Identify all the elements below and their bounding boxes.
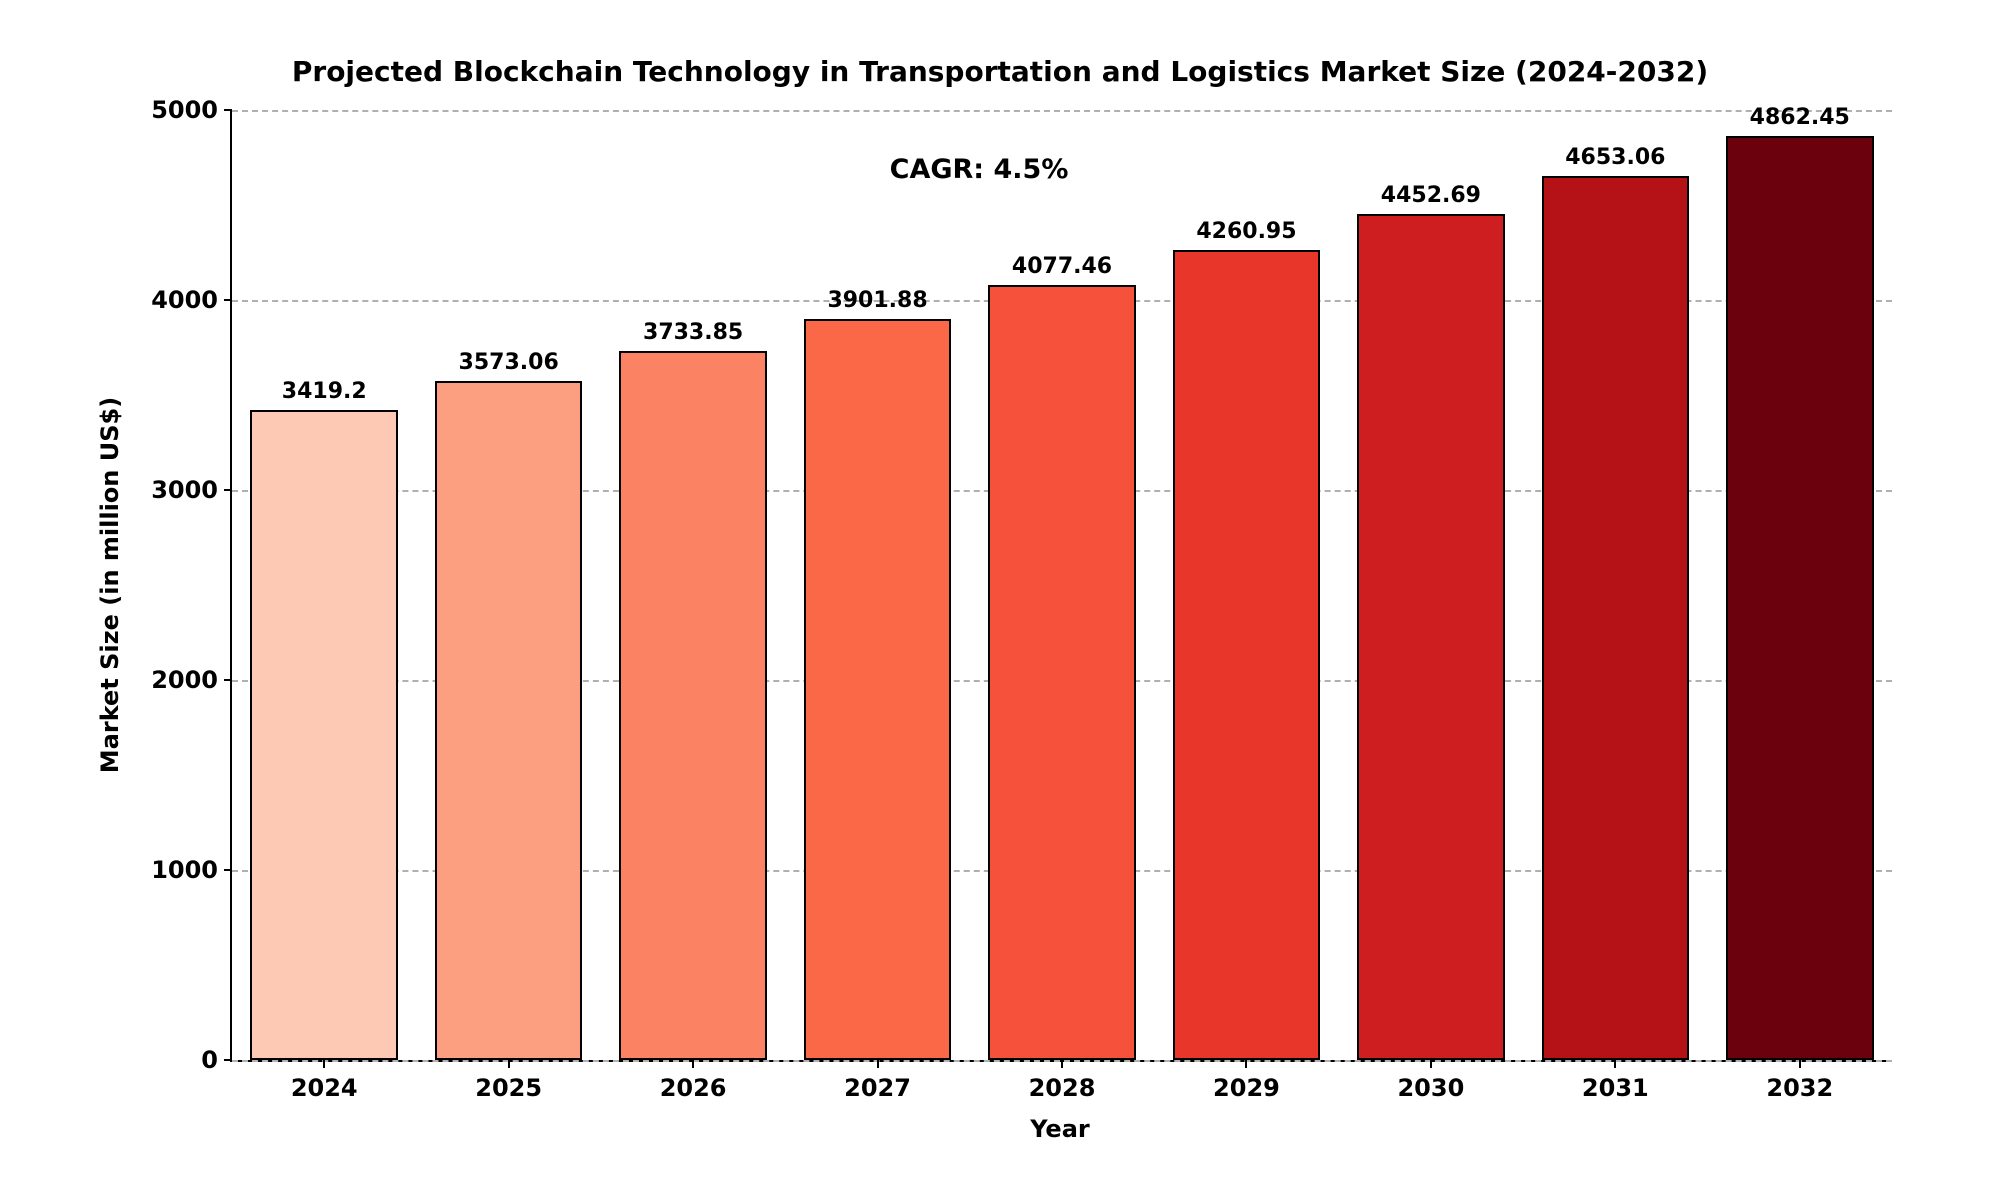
y-tick-label: 3000 bbox=[151, 476, 232, 504]
bar-value-label: 4077.46 bbox=[1012, 254, 1112, 279]
chart-container: Projected Blockchain Technology in Trans… bbox=[0, 0, 2000, 1200]
bar bbox=[250, 410, 398, 1060]
y-tick-label: 2000 bbox=[151, 666, 232, 694]
bar bbox=[988, 285, 1136, 1060]
bar-value-label: 4653.06 bbox=[1565, 145, 1665, 170]
bar-value-label: 4452.69 bbox=[1381, 183, 1481, 208]
bar bbox=[804, 319, 952, 1060]
y-tick-label: 1000 bbox=[151, 856, 232, 884]
bar bbox=[1726, 136, 1874, 1060]
y-tick-label: 5000 bbox=[151, 96, 232, 124]
bar bbox=[1173, 250, 1321, 1060]
bar bbox=[1357, 214, 1505, 1060]
plot-area: 0100020003000400050003419.220243573.0620… bbox=[230, 110, 1892, 1062]
chart-title: Projected Blockchain Technology in Trans… bbox=[0, 55, 2000, 88]
gridline bbox=[232, 110, 1892, 112]
bar-value-label: 3733.85 bbox=[643, 320, 743, 345]
y-tick-label: 4000 bbox=[151, 286, 232, 314]
annotation-cagr: CAGR: 4.5% bbox=[890, 154, 1069, 185]
y-axis-label: Market Size (in million US$) bbox=[96, 397, 124, 773]
bar-value-label: 4260.95 bbox=[1196, 219, 1296, 244]
bar-value-label: 3901.88 bbox=[827, 288, 927, 313]
bar-value-label: 3419.2 bbox=[282, 379, 367, 404]
bar bbox=[435, 381, 583, 1060]
bar bbox=[1542, 176, 1690, 1060]
x-axis-label: Year bbox=[1030, 1115, 1089, 1143]
bar bbox=[619, 351, 767, 1060]
bar-value-label: 3573.06 bbox=[459, 350, 559, 375]
bar-value-label: 4862.45 bbox=[1750, 105, 1850, 130]
